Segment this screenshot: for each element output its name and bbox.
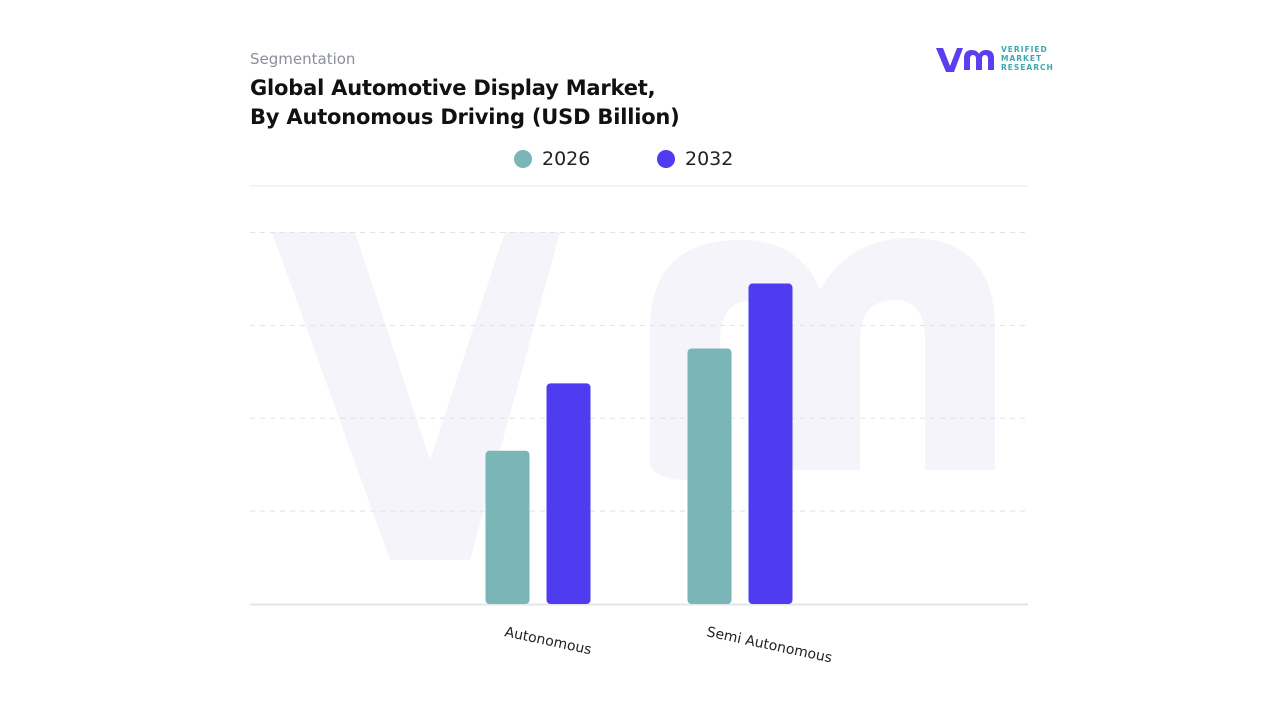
chart-title-line-2: By Autonomous Driving (USD Billion) [250,105,680,129]
legend-label-2032: 2032 [685,148,734,170]
vmr-logo-icon [936,48,994,72]
logo-line-1: VERIFIED [1001,45,1048,54]
gridlines [250,185,1028,606]
x-tick-label: Semi Autonomous [705,624,833,666]
chart-title: Global Automotive Display Market, By Aut… [250,74,680,132]
bar-semi-autonomous-2032[interactable] [748,283,793,604]
chart-title-line-1: Global Automotive Display Market, [250,76,656,100]
logo-wordmark: VERIFIED MARKET RESEARCH [1001,45,1054,72]
legend-item-2026[interactable]: 2026 [514,148,590,170]
logo-line-3: RESEARCH [1001,63,1054,72]
legend-label-2026: 2026 [542,148,591,170]
legend-swatch-2032 [657,150,675,168]
logo-line-2: MARKET [1001,54,1043,63]
x-tick-label: Autonomous [503,624,593,658]
bars-group [485,283,793,604]
chart-legend: 2026 2032 [0,148,1280,176]
x-tick-labels: Autonomous Semi Autonomous [503,624,833,666]
legend-swatch-2026 [514,150,532,168]
legend-item-2032[interactable]: 2032 [657,148,733,170]
bar-semi-autonomous-2026[interactable] [687,348,732,604]
segmentation-label: Segmentation [250,50,356,68]
bar-autonomous-2026[interactable] [485,450,530,604]
bar-autonomous-2032[interactable] [546,383,591,604]
